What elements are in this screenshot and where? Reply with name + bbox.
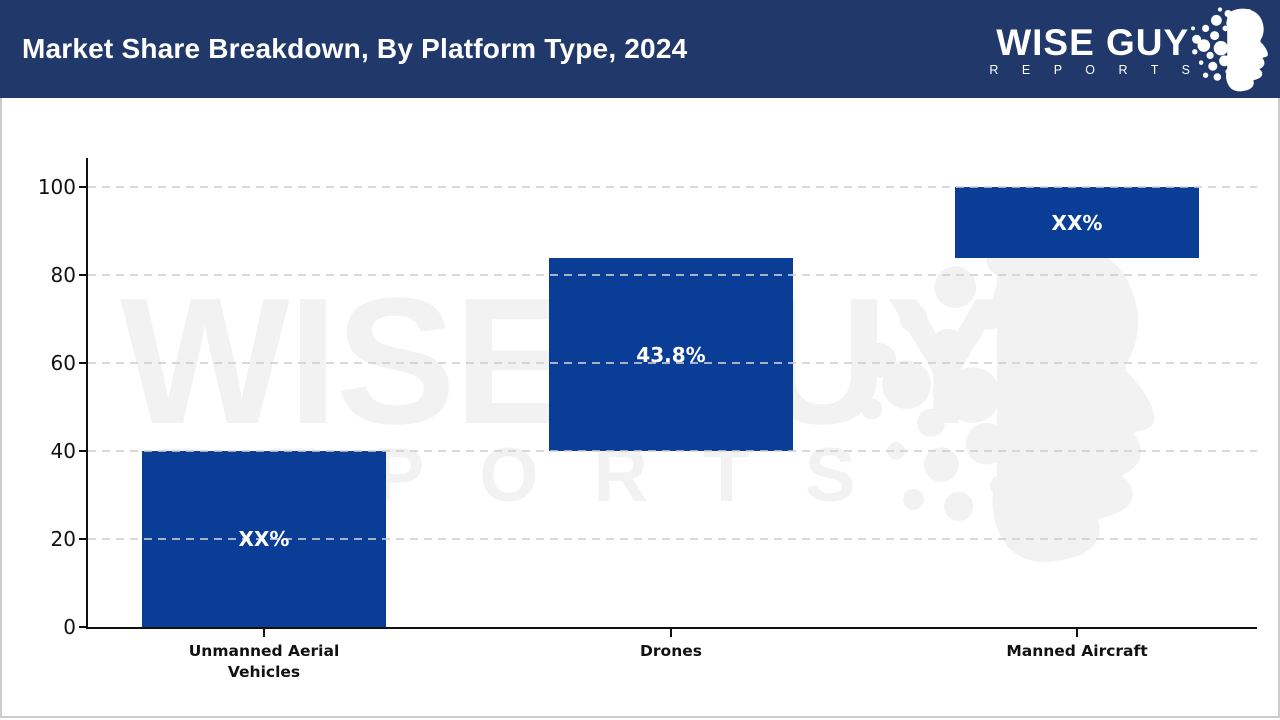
x-tick-mark-0: [263, 629, 265, 637]
bottom-edge-line: [0, 716, 1280, 718]
y-tick-label-20: 20: [50, 527, 76, 551]
y-tick-label-0: 0: [63, 615, 76, 639]
gridline-100: [88, 186, 1257, 188]
header-bar: Market Share Breakdown, By Platform Type…: [0, 0, 1280, 98]
watermark-head-icon: [818, 228, 1190, 576]
logo-text: WISE GUY R E P O R T S: [985, 24, 1200, 77]
gridline-20: [88, 538, 1257, 540]
x-category-label-1: Drones: [640, 642, 702, 660]
y-axis-spine: [86, 158, 88, 629]
y-tick-mark-60: [79, 362, 87, 364]
y-tick-mark-100: [79, 186, 87, 188]
y-tick-mark-40: [79, 450, 87, 452]
logo-head-icon: [1186, 5, 1272, 95]
y-tick-mark-0: [79, 626, 87, 628]
bar-value-label-0: XX%: [238, 527, 290, 551]
logo-wise-guy-label: WISE GUY: [996, 21, 1190, 63]
y-tick-label-60: 60: [50, 351, 76, 375]
left-edge-line: [0, 98, 2, 718]
bar-value-label-2: XX%: [1051, 210, 1103, 235]
gridline-60: [88, 362, 1257, 364]
y-tick-mark-20: [79, 538, 87, 540]
x-tick-mark-2: [1076, 629, 1078, 637]
wise-guy-reports-logo: WISE GUY R E P O R T S: [985, 4, 1272, 96]
bar-1: [549, 258, 793, 451]
gridline-40: [88, 450, 1257, 452]
x-tick-mark-1: [670, 629, 672, 637]
y-tick-label-80: 80: [50, 263, 76, 287]
x-category-label-2: Manned Aircraft: [1006, 642, 1148, 660]
x-axis-spine: [86, 627, 1257, 629]
page-title: Market Share Breakdown, By Platform Type…: [22, 33, 688, 64]
y-tick-label-40: 40: [50, 439, 76, 463]
gridline-80: [88, 274, 1257, 276]
bar-value-label-1: 43.8%: [636, 342, 706, 367]
y-tick-label-100: 100: [37, 175, 76, 199]
y-tick-mark-80: [79, 274, 87, 276]
right-edge-line: [1278, 98, 1280, 718]
logo-reports-label: R E P O R T S: [989, 62, 1200, 77]
x-category-label-0: Unmanned Aerial Vehicles: [188, 642, 340, 681]
